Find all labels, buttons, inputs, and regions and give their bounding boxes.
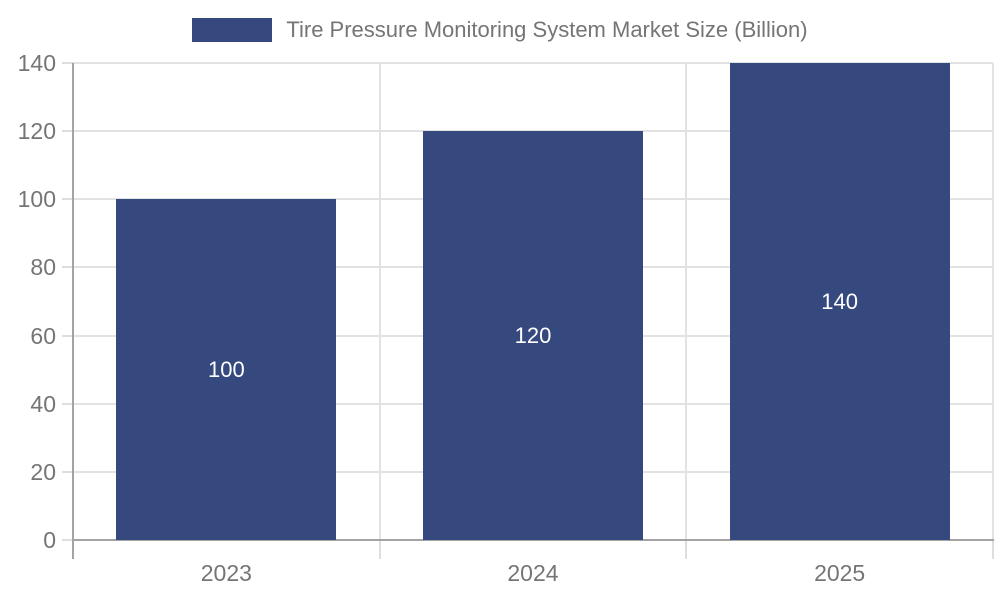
y-axis-tick-label: 60 [30,322,56,349]
chart-title: Tire Pressure Monitoring System Market S… [286,17,808,42]
y-axis-tick [62,539,73,541]
gridline-vertical [378,63,381,540]
y-axis-tick [62,470,73,473]
y-axis-tick [62,334,73,337]
y-axis-tick [62,130,73,133]
y-axis-tick [62,402,73,405]
bar [423,131,643,540]
bar [116,199,337,540]
y-axis-tick-label: 0 [43,527,56,553]
y-axis-tick [62,198,73,201]
x-axis-tick [378,540,381,559]
bar [729,63,950,540]
y-axis-tick [62,266,73,269]
y-axis-tick [62,62,73,64]
x-axis-tick-label: 2025 [814,560,866,586]
y-axis-tick-label: 140 [17,50,56,76]
legend-swatch [192,18,273,42]
y-axis-tick-label: 120 [17,118,56,145]
x-axis-tick-label: 2024 [507,560,559,586]
y-axis-tick-label: 80 [30,254,56,281]
legend: Tire Pressure Monitoring System Market S… [0,16,1000,44]
x-axis-line [72,539,994,541]
y-axis-line [72,63,74,540]
y-axis-tick-label: 20 [30,458,56,485]
x-axis-tick-label: 2023 [200,560,252,586]
gridline-horizontal [73,62,993,64]
gridline-vertical [992,63,994,540]
bar-value-label: 140 [821,288,859,314]
bar-value-label: 120 [514,322,552,348]
y-axis-tick-label: 40 [30,390,56,417]
gridline-vertical [685,63,688,540]
bar-value-label: 100 [207,356,245,382]
x-axis-tick [992,540,994,559]
y-axis-tick-label: 100 [17,186,56,213]
x-axis-tick [72,540,74,559]
x-axis-tick [685,540,688,559]
